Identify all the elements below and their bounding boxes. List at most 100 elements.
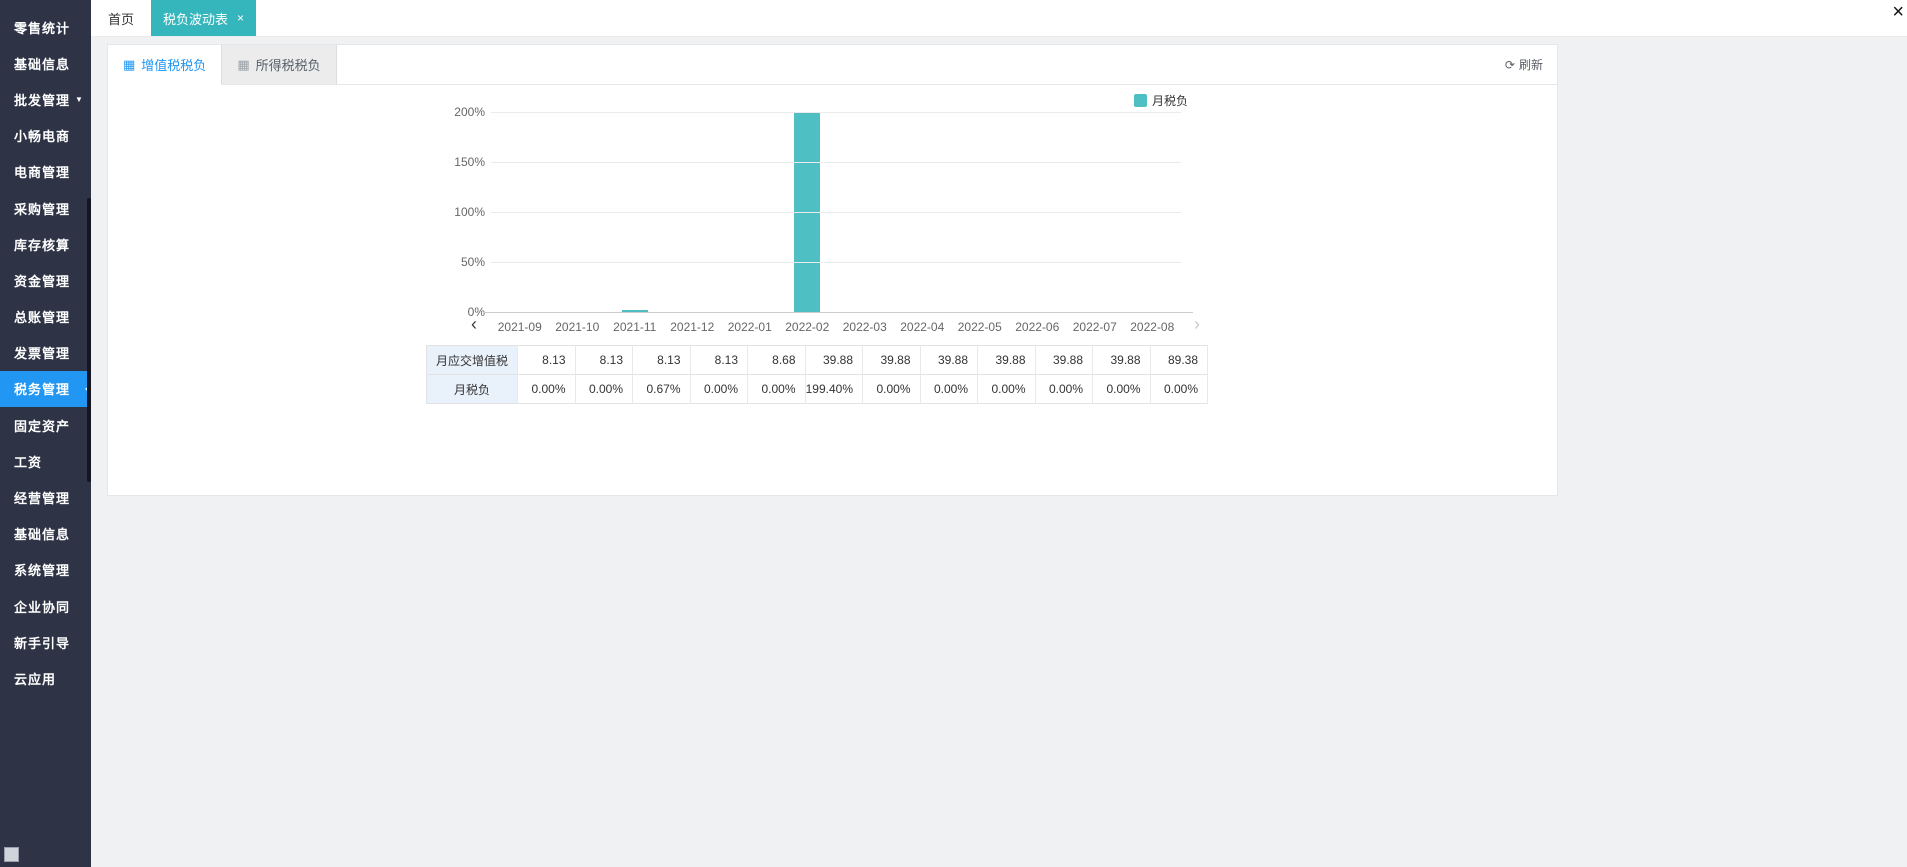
x-axis-label: 2021-09 xyxy=(497,320,542,334)
sidebar: 零售统计 基础信息 批发管理 ▼ 小畅电商 电商管理 采购管理 库存核算 资金管理 总账管理 发票管… xyxy=(0,0,91,867)
table-cell: 0.00% xyxy=(1035,375,1093,404)
sidebar-item-label: 经营管理 xyxy=(14,491,71,507)
tab-home[interactable]: 首页 xyxy=(91,0,151,36)
table-cell: 8.13 xyxy=(518,346,576,375)
sidebar-item-label: 系统管理 xyxy=(14,563,71,579)
table-icon: ▦ xyxy=(237,56,250,72)
sidebar-item-label: 资金管理 xyxy=(14,273,71,289)
tab-tax-fluctuation-label: 税负波动表 xyxy=(163,11,229,27)
sidebar-corner-icon[interactable] xyxy=(4,847,19,862)
sidebar-item[interactable]: 新手引导 xyxy=(0,624,91,660)
legend-swatch xyxy=(1134,94,1147,107)
sidebar-item[interactable]: 企业协同 xyxy=(0,588,91,624)
sidebar-item-label: 发票管理 xyxy=(14,346,71,362)
sidebar-item[interactable]: 零售统计 xyxy=(0,9,91,45)
sidebar-item-label: 库存核算 xyxy=(14,237,71,253)
table-cell: 0.00% xyxy=(575,375,633,404)
y-axis-label: 100% xyxy=(454,205,485,219)
x-axis-label: 2022-03 xyxy=(842,320,887,334)
x-axis-label: 2021-12 xyxy=(670,320,715,334)
sidebar-item[interactable]: 电商管理 xyxy=(0,154,91,190)
x-axis-label: 2022-01 xyxy=(727,320,772,334)
chart-prev-button[interactable]: ‹ xyxy=(471,314,477,334)
x-axis-label: 2022-08 xyxy=(1130,320,1175,334)
sidebar-item-label: 工资 xyxy=(14,454,43,470)
y-axis-label: 50% xyxy=(460,255,485,269)
sidebar-item-label: 企业协同 xyxy=(14,599,71,615)
chart: 200% 150% 100% 50% 0% 月税负 2021-09 2021-10 2021… xyxy=(108,84,1557,384)
panel-tab[interactable]: ▦ 所得税税负 xyxy=(222,45,337,84)
sidebar-item[interactable]: 固定资产 xyxy=(0,407,91,443)
sidebar-scrollbar[interactable] xyxy=(87,198,91,482)
data-table: 月应交增值税 8.13 8.13 8.13 8.13 8.68 39.88 39.88 39.8… xyxy=(426,345,1208,404)
sidebar-item[interactable]: 资金管理 xyxy=(0,262,91,298)
gridline xyxy=(491,112,1181,113)
sidebar-item[interactable]: 基础信息 xyxy=(0,45,91,81)
table-cell: 0.00% xyxy=(690,375,748,404)
table-cell: 0.00% xyxy=(920,375,978,404)
sidebar-item-label: 小畅电商 xyxy=(14,129,71,145)
sidebar-item-label: 基础信息 xyxy=(14,56,71,72)
table-cell: 39.88 xyxy=(978,346,1036,375)
table-cell: 8.13 xyxy=(633,346,691,375)
refresh-button[interactable]: ⟳ 刷新 xyxy=(1505,45,1543,84)
main-panel: ▦ 增值税税负 ▦ 所得税税负 ⟳ 刷新 200% 150% 100% 50% 0% 月税负 … xyxy=(107,44,1558,496)
x-axis-label: 2022-02 xyxy=(785,320,830,334)
gridline xyxy=(491,262,1181,263)
tab-home-label: 首页 xyxy=(108,11,135,27)
sidebar-item[interactable]: 库存核算 xyxy=(0,226,91,262)
sidebar-item[interactable]: 税务管理 xyxy=(0,370,91,408)
chevron-down-icon: ▼ xyxy=(75,94,83,104)
table-cell: 0.00% xyxy=(978,375,1036,404)
chart-plot xyxy=(484,112,1193,313)
x-axis-label: 2022-04 xyxy=(900,320,945,334)
sidebar-menu: 零售统计 基础信息 批发管理 ▼ 小畅电商 电商管理 采购管理 库存核算 资金管理 总账管理 发票管… xyxy=(0,0,91,697)
sidebar-item-label: 云应用 xyxy=(14,671,57,687)
table-cell: 39.88 xyxy=(805,346,863,375)
sidebar-item[interactable]: 批发管理 ▼ xyxy=(0,81,91,117)
chart-legend[interactable]: 月税负 xyxy=(1134,92,1188,109)
tab-tax-fluctuation[interactable]: 税负波动表 × xyxy=(151,0,257,36)
sidebar-item-label: 总账管理 xyxy=(14,310,71,326)
panel-header: ▦ 增值税税负 ▦ 所得税税负 ⟳ 刷新 xyxy=(108,45,1557,85)
tabbar: 首页 税负波动表 × xyxy=(91,0,1907,37)
table-cell: 0.00% xyxy=(1150,375,1208,404)
table-cell: 0.00% xyxy=(863,375,921,404)
table-cell: 39.88 xyxy=(863,346,921,375)
tab-close-icon[interactable]: × xyxy=(237,11,245,25)
table-cell: 0.00% xyxy=(518,375,576,404)
table-cell: 199.40% xyxy=(805,375,863,404)
table-cell: 8.68 xyxy=(748,346,806,375)
panel-tab-label: 所得税税负 xyxy=(255,58,321,73)
sidebar-item[interactable]: 系统管理 xyxy=(0,552,91,588)
sidebar-item-label: 基础信息 xyxy=(14,527,71,543)
sidebar-item[interactable]: 经营管理 xyxy=(0,479,91,515)
sidebar-item[interactable]: 云应用 xyxy=(0,660,91,696)
sidebar-item[interactable]: 工资 xyxy=(0,443,91,479)
sidebar-item[interactable]: 小畅电商 xyxy=(0,118,91,154)
y-axis-label: 0% xyxy=(467,305,485,319)
sidebar-item-label: 零售统计 xyxy=(14,20,71,36)
x-axis-label: 2022-06 xyxy=(1015,320,1060,334)
y-axis-label: 150% xyxy=(454,155,485,169)
refresh-icon: ⟳ xyxy=(1504,57,1515,72)
sidebar-item[interactable]: 发票管理 xyxy=(0,335,91,371)
x-axis: 2021-09 2021-10 2021-11 2021-12 2022-01 2022-… xyxy=(491,320,1181,334)
window-close-icon[interactable]: × xyxy=(1892,1,1904,23)
x-axis-line xyxy=(484,312,1193,313)
table-cell: 39.88 xyxy=(920,346,978,375)
bar[interactable] xyxy=(621,310,648,312)
sidebar-item-label: 采购管理 xyxy=(14,201,71,217)
sidebar-item[interactable]: 总账管理 xyxy=(0,299,91,335)
panel-tab[interactable]: ▦ 增值税税负 xyxy=(108,45,223,85)
sidebar-item[interactable]: 基础信息 xyxy=(0,516,91,552)
panel-tab-label: 增值税税负 xyxy=(141,58,207,73)
sidebar-item[interactable]: 采购管理 xyxy=(0,190,91,226)
table-cell: 8.13 xyxy=(575,346,633,375)
refresh-label: 刷新 xyxy=(1518,58,1543,72)
gridline xyxy=(491,162,1181,163)
sidebar-item-label: 新手引导 xyxy=(14,635,71,651)
table-icon: ▦ xyxy=(123,56,136,72)
chart-next-button[interactable]: › xyxy=(1194,314,1200,334)
